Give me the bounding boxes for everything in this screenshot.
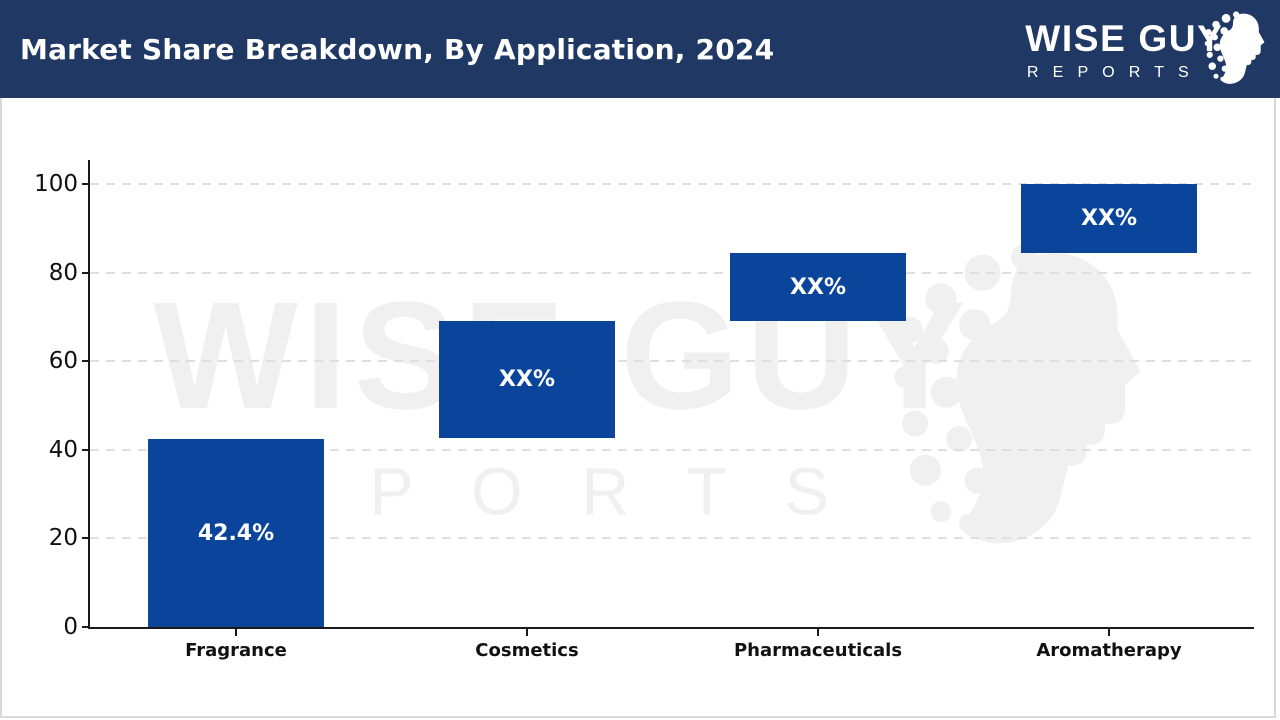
y-tick-label: 0	[63, 614, 78, 640]
bar-value-label: XX%	[790, 274, 846, 300]
bar-value-label: XX%	[1081, 206, 1137, 231]
x-axis-label-fragrance: Fragrance	[185, 640, 287, 661]
y-tick-label: 100	[34, 171, 78, 197]
waterfall-chart: 0 20 40 60 80 100 42.4% Fragrance XX% Cosmetics XX…	[2, 98, 1274, 716]
x-tick-mark	[235, 629, 237, 636]
y-tick-mark	[82, 360, 90, 363]
y-tick-label: 60	[48, 348, 78, 375]
y-tick-label: 20	[48, 525, 78, 552]
x-axis-line	[88, 627, 1254, 629]
x-axis-label-cosmetics: Cosmetics	[475, 640, 579, 661]
y-tick-mark	[82, 626, 90, 628]
gridline-y60	[90, 360, 1254, 363]
y-tick-mark	[82, 183, 90, 185]
y-tick-mark	[82, 448, 90, 451]
x-tick-mark	[526, 629, 528, 636]
gridline-y100	[90, 183, 1254, 185]
bar-fragrance: 42.4%	[148, 439, 324, 627]
y-tick-label: 80	[48, 259, 78, 286]
bar-value-label: XX%	[499, 367, 555, 392]
header-bar: Market Share Breakdown, By Application, …	[0, 0, 1280, 98]
bar-value-label: 42.4%	[197, 520, 275, 546]
chart-canvas: 0 20 40 60 80 100 42.4% Fragrance XX% Cosmetics XX…	[0, 98, 1276, 718]
page-title: Market Share Breakdown, By Application, …	[20, 32, 775, 66]
y-axis-line	[88, 160, 90, 629]
y-tick-mark	[82, 271, 90, 274]
wise-guy-reports-logo	[1022, 9, 1272, 90]
x-axis-label-pharmaceuticals: Pharmaceuticals	[733, 640, 903, 661]
x-tick-mark	[1108, 629, 1110, 636]
gridline-y80	[90, 271, 1254, 274]
bar-cosmetics: XX%	[439, 321, 615, 438]
x-tick-mark	[817, 629, 819, 636]
y-tick-label: 40	[48, 436, 78, 463]
x-axis-label-aromatherapy: Aromatherapy	[1036, 640, 1182, 661]
y-tick-mark	[82, 537, 90, 540]
bar-aromatherapy: XX%	[1021, 184, 1197, 253]
bar-pharmaceuticals: XX%	[730, 253, 906, 321]
